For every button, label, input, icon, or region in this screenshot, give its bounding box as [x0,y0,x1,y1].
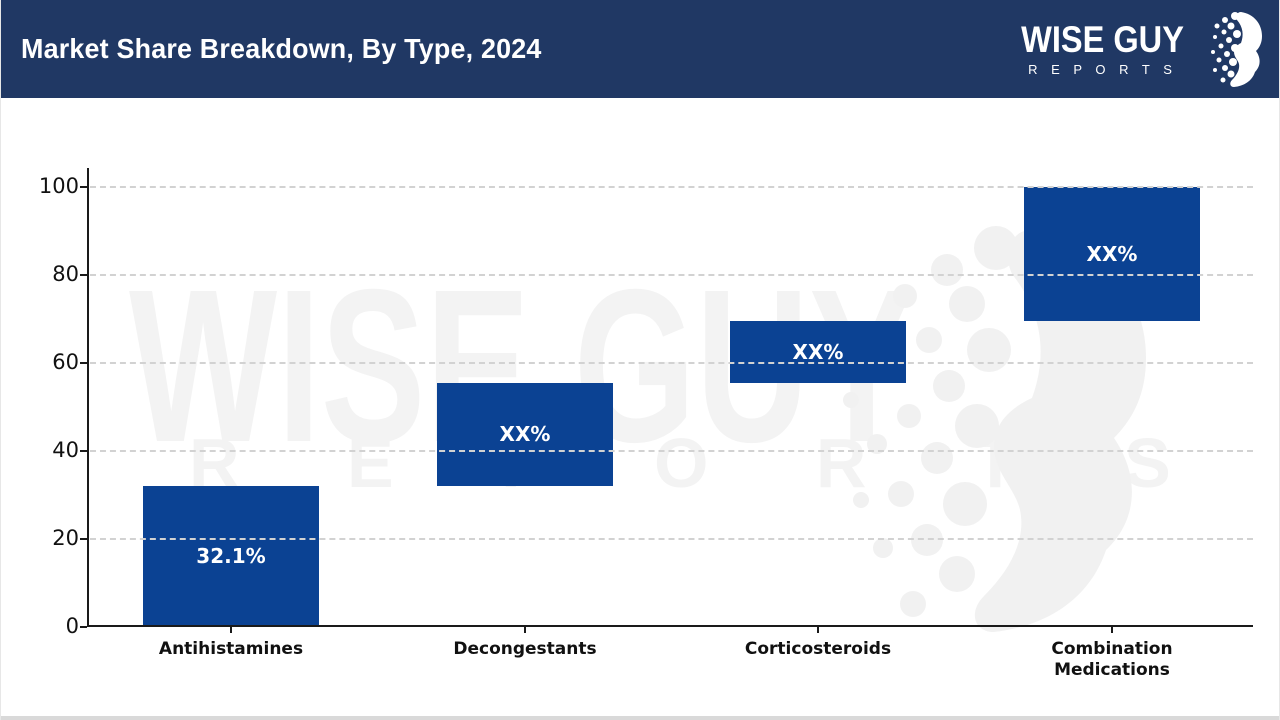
y-axis-tick-label: 20 [52,526,79,550]
y-axis-tick-label: 80 [52,262,79,286]
header-bar: Market Share Breakdown, By Type, 2024 WI… [1,0,1279,98]
x-axis-category-label: Decongestants [453,639,597,659]
gridline [90,450,1253,452]
x-axis-tick [230,627,232,633]
page-title: Market Share Breakdown, By Type, 2024 [21,33,542,64]
y-axis-tick-label: 0 [65,614,79,638]
y-axis-tick-label: 100 [38,174,79,198]
gridline [90,362,1253,364]
x-axis-category-label: Corticosteroids [744,639,892,659]
y-axis-tick-label: 60 [52,350,79,374]
footer-divider [1,716,1279,720]
y-axis-tick [80,626,87,628]
bar-value-label: XX% [792,339,844,364]
x-axis-category-label: Antihistamines [158,639,304,659]
bar-value-label: XX% [1086,242,1138,267]
x-axis-category-label: Combination Medications [1051,639,1173,680]
wiseguy-logo-name: WISE GUY [1021,19,1184,60]
x-axis-tick [1111,627,1113,633]
wiseguy-face-logo-icon [1211,12,1262,87]
bar-value-label: XX% [499,422,551,447]
waterfall-bar-corticosteroids: XX% [730,321,906,383]
waterfall-bar-decongestants: XX% [437,382,613,486]
y-axis-tick-label: 40 [52,438,79,462]
waterfall-bar-antihistamines: 32.1% [143,485,319,627]
gridline [90,186,1253,188]
bar-value-label: 32.1% [196,544,266,569]
y-axis-tick [80,538,87,540]
y-axis-tick [80,186,87,188]
x-axis-line [87,625,1253,627]
x-axis-tick [524,627,526,633]
y-axis-tick [80,450,87,452]
wiseguy-logo: WISE GUY R E P O R T S [1010,10,1265,88]
y-axis-line [87,168,89,627]
waterfall-bar-combination-medications: XX% [1024,187,1200,322]
x-axis-tick [817,627,819,633]
wiseguy-logo-text: WISE GUY R E P O R T S [1010,21,1195,77]
watermark-face-icon [843,226,1146,632]
wiseguy-logo-subtitle: R E P O R T S [1028,62,1177,77]
gridline [90,538,1253,540]
y-axis-tick [80,362,87,364]
y-axis-tick [80,274,87,276]
gridline [90,274,1253,276]
